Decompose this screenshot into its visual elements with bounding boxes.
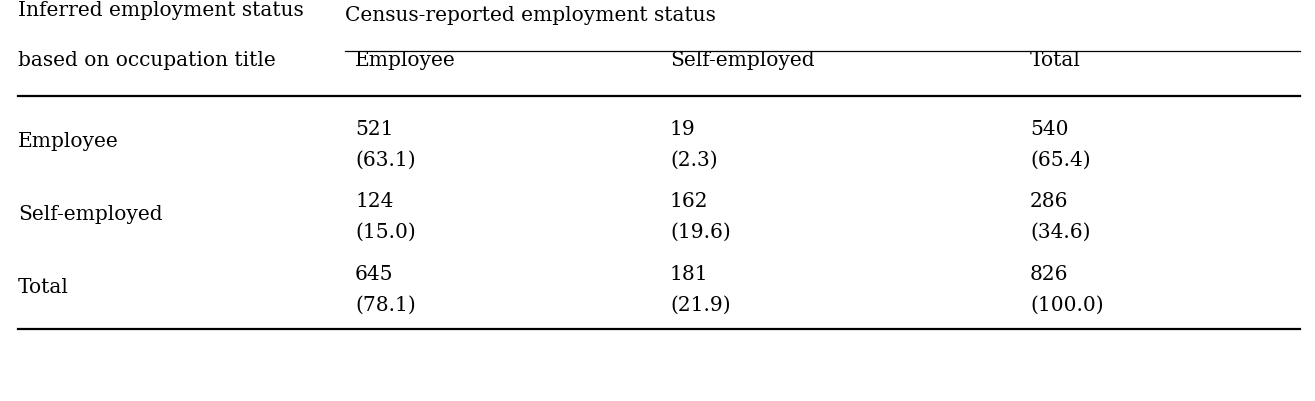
Text: (65.4): (65.4) bbox=[1030, 150, 1090, 169]
Text: based on occupation title: based on occupation title bbox=[18, 51, 276, 70]
Text: (34.6): (34.6) bbox=[1030, 222, 1090, 241]
Text: (2.3): (2.3) bbox=[671, 150, 718, 169]
Text: (15.0): (15.0) bbox=[355, 222, 416, 241]
Text: Census-reported employment status: Census-reported employment status bbox=[345, 6, 715, 25]
Text: Employee: Employee bbox=[18, 132, 118, 151]
Text: 124: 124 bbox=[355, 192, 393, 211]
Text: 19: 19 bbox=[671, 120, 696, 139]
Text: 826: 826 bbox=[1030, 265, 1069, 284]
Text: Self-employed: Self-employed bbox=[18, 205, 163, 224]
Text: 181: 181 bbox=[671, 265, 709, 284]
Text: Total: Total bbox=[18, 278, 68, 297]
Text: 286: 286 bbox=[1030, 192, 1069, 211]
Text: 645: 645 bbox=[355, 265, 393, 284]
Text: (63.1): (63.1) bbox=[355, 150, 416, 169]
Text: Self-employed: Self-employed bbox=[671, 51, 814, 70]
Text: (100.0): (100.0) bbox=[1030, 295, 1103, 314]
Text: 162: 162 bbox=[671, 192, 709, 211]
Text: (21.9): (21.9) bbox=[671, 295, 731, 314]
Text: Total: Total bbox=[1030, 51, 1081, 70]
Text: Employee: Employee bbox=[355, 51, 456, 70]
Text: (78.1): (78.1) bbox=[355, 295, 416, 314]
Text: Inferred employment status: Inferred employment status bbox=[18, 1, 304, 20]
Text: (19.6): (19.6) bbox=[671, 222, 731, 241]
Text: 540: 540 bbox=[1030, 120, 1069, 139]
Text: 521: 521 bbox=[355, 120, 393, 139]
